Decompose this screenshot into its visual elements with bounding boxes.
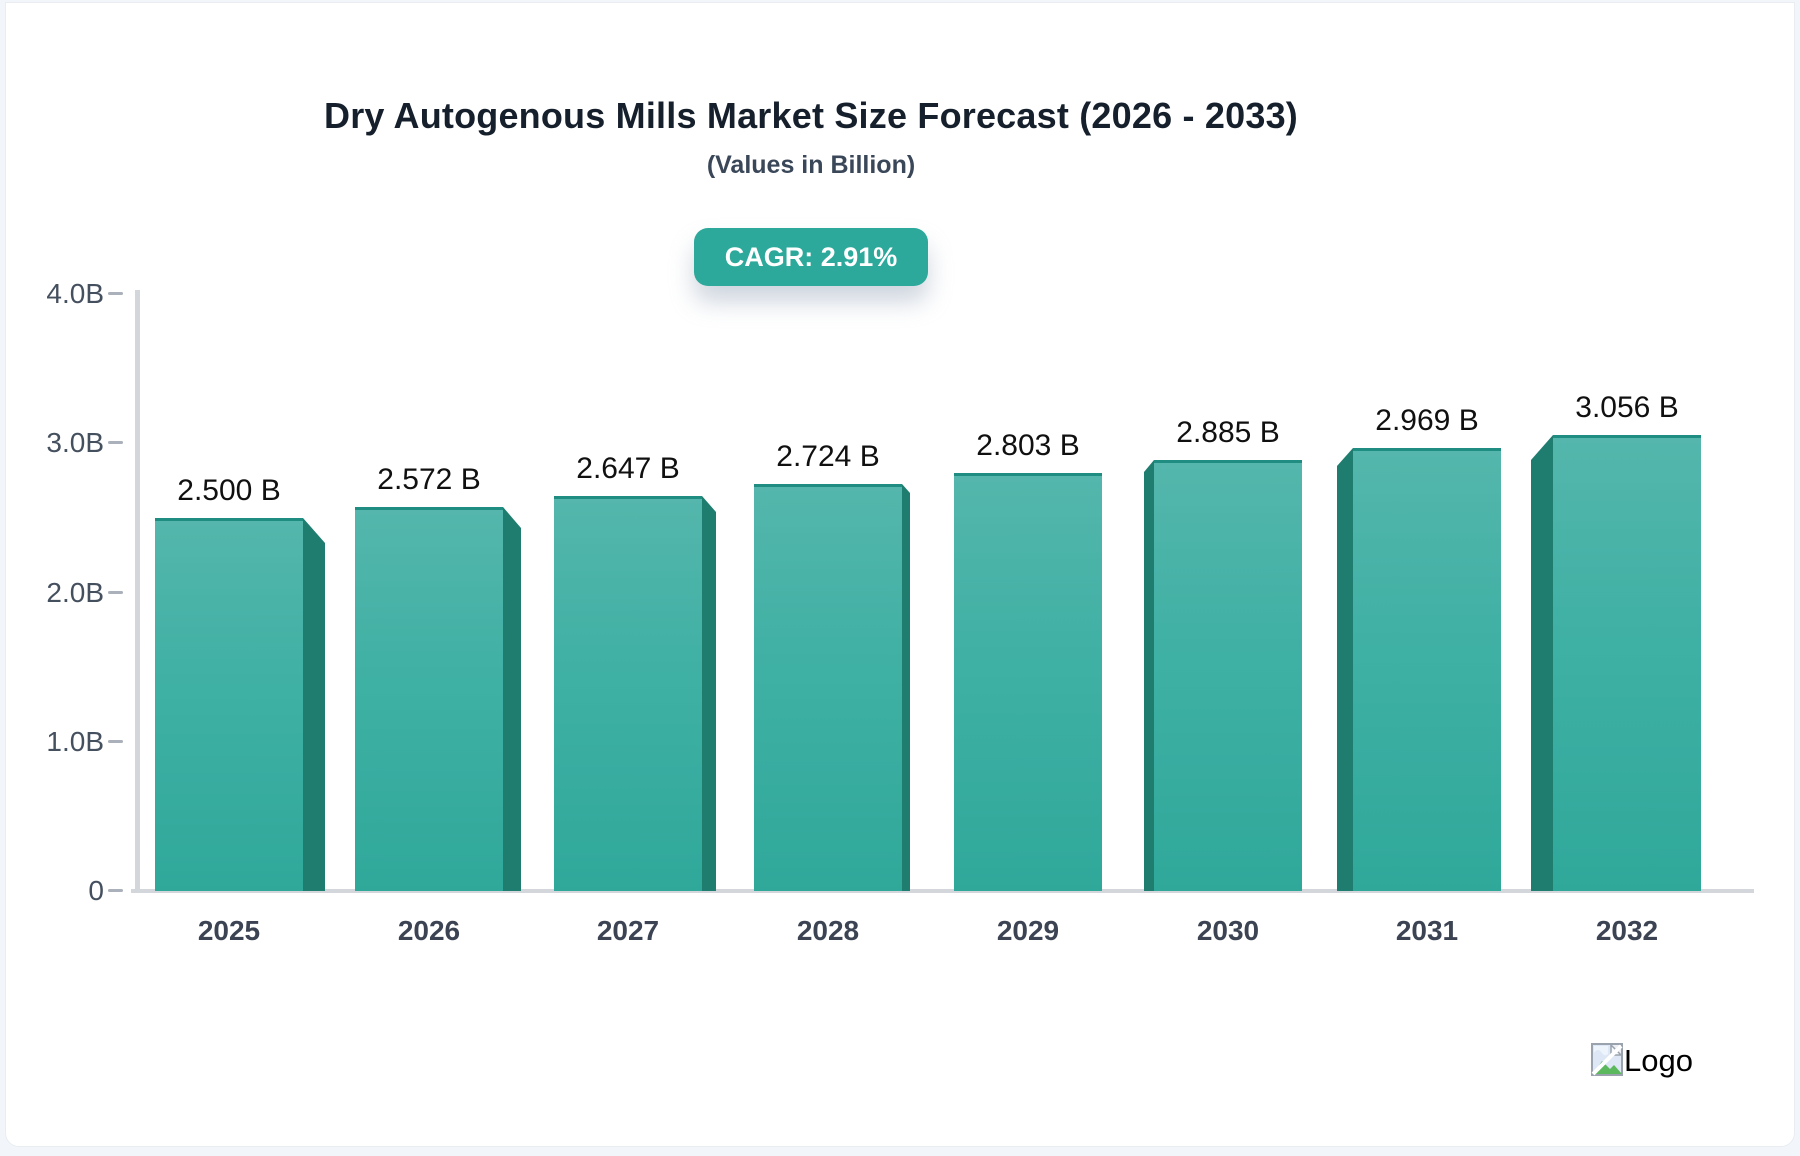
x-tick-label-2025: 2025: [197, 915, 261, 946]
bar-value-label: 2.572 B: [377, 463, 481, 496]
bar-side-3d: [902, 484, 910, 891]
bar-2031: [1353, 448, 1501, 891]
logo-alt-text: Logo: [1624, 1043, 1693, 1078]
bar-value-label: 3.056 B: [1575, 391, 1679, 424]
bar-side-3d: [1531, 435, 1553, 891]
x-axis-baseline: [131, 889, 1754, 893]
y-tick-dash: [108, 292, 123, 295]
bar-2028: [754, 484, 902, 891]
y-tick-dash: [108, 590, 123, 594]
bar-value-label: 2.500 B: [177, 474, 281, 507]
bar-side-3d: [1337, 448, 1353, 891]
broken-image-icon: [1591, 1043, 1623, 1076]
chart-card: Dry Autogenous Mills Market Size Forecas…: [5, 2, 1795, 1147]
bar-2027: [554, 496, 702, 891]
bar-2026: [355, 507, 503, 891]
bar-2032: [1553, 435, 1701, 891]
bar-side-3d: [503, 507, 521, 891]
x-tick-label-2032: 2032: [1595, 915, 1659, 946]
bar-2029: [954, 473, 1102, 891]
y-tick-dash: [108, 889, 123, 892]
bar-value-label: 2.803 B: [976, 429, 1080, 462]
bar-value-label: 2.969 B: [1375, 404, 1479, 437]
x-tick-label-2028: 2028: [796, 915, 860, 946]
chart-title: Dry Autogenous Mills Market Size Forecas…: [324, 95, 1298, 136]
y-tick-label: 2.0B: [46, 576, 104, 608]
bar-value-label: 2.724 B: [776, 440, 880, 473]
cagr-badge: CAGR: 2.91%: [694, 228, 928, 286]
x-tick-label-2030: 2030: [1196, 915, 1260, 946]
logo: Logo: [1591, 1043, 1693, 1079]
y-tick-label: 4.0B: [46, 278, 104, 309]
y-tick-label: 1.0B: [46, 725, 104, 757]
bar-2030: [1154, 460, 1302, 891]
y-tick-label: 3.0B: [46, 427, 104, 459]
x-tick-label-2027: 2027: [596, 915, 660, 946]
y-tick-dash: [108, 441, 123, 445]
bar-2025: [155, 518, 303, 891]
x-tick-label-2031: 2031: [1395, 915, 1459, 946]
y-axis-line: [135, 290, 140, 893]
bar-value-label: 2.885 B: [1176, 416, 1280, 449]
x-tick-label-2026: 2026: [397, 915, 461, 946]
bar-side-3d: [1144, 460, 1154, 891]
bar-value-label: 2.647 B: [576, 452, 680, 485]
bar-side-3d: [702, 496, 716, 891]
chart-subtitle: (Values in Billion): [706, 151, 916, 179]
x-tick-label-2029: 2029: [996, 915, 1060, 946]
y-tick-label: 0: [88, 875, 104, 906]
y-tick-dash: [108, 739, 123, 743]
bar-side-3d: [303, 518, 325, 891]
